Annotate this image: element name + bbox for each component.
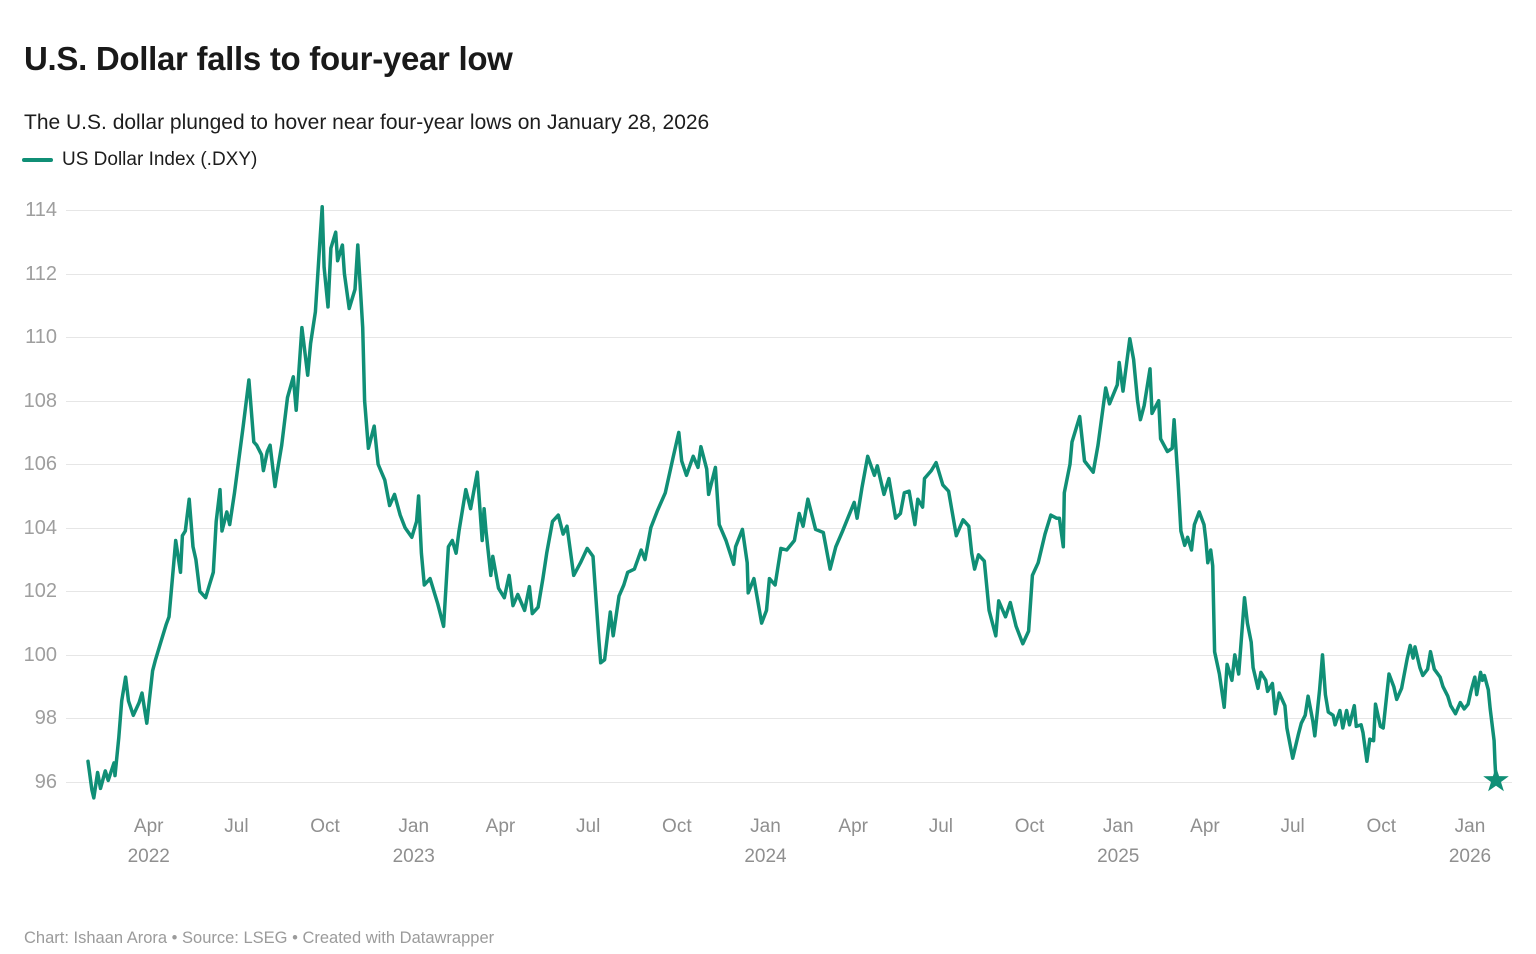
y-axis-tick-label: 100 (23, 643, 57, 666)
legend-line-swatch (22, 158, 53, 162)
x-axis-year-label: 2026 (1448, 846, 1492, 867)
x-axis-tick-label: Jul (1280, 816, 1305, 837)
x-axis-tick-label: Apr (133, 816, 164, 837)
x-axis-year-label: 2025 (1097, 846, 1140, 867)
x-axis-tick-label: Oct (1366, 816, 1397, 837)
chart-subtitle: The U.S. dollar plunged to hover near fo… (24, 111, 710, 134)
y-axis-tick-label: 106 (23, 453, 57, 476)
x-axis-tick-label: Jan (1102, 816, 1134, 837)
y-axis-tick-label: 102 (23, 580, 57, 603)
x-axis-year-label: 2023 (392, 846, 435, 867)
y-axis-tick-label: 110 (25, 326, 57, 349)
dxy-line (86, 205, 1498, 800)
x-axis-tick-label: Jan (750, 816, 781, 837)
page-title: U.S. Dollar falls to four-year low (24, 40, 513, 78)
legend-series-label: US Dollar Index (.DXY) (62, 149, 258, 170)
y-axis-tick-label: 114 (25, 199, 57, 221)
x-axis-tick-label: Jan (398, 816, 430, 837)
legend: US Dollar Index (.DXY) (22, 148, 257, 172)
y-axis-tick-label: 98 (34, 707, 57, 730)
x-axis-tick-label: Apr (838, 816, 868, 837)
x-axis-tick-label: Jul (224, 816, 249, 837)
y-axis-tick-label: 112 (25, 262, 57, 285)
x-axis-tick-label: Jul (928, 816, 954, 837)
x-axis-tick-label: Oct (310, 816, 340, 837)
y-axis-tick-label: 108 (23, 389, 57, 412)
x-axis-tick-label: Apr (1190, 816, 1220, 837)
end-star-marker (1483, 766, 1509, 792)
x-axis-year-label: 2022 (127, 846, 170, 867)
attribution-footer: Chart: Ishaan Arora • Source: LSEG • Cre… (24, 928, 495, 947)
x-axis-tick-label: Jul (576, 816, 601, 837)
x-axis-tick-label: Oct (662, 816, 692, 837)
y-axis-tick-label: 104 (23, 516, 57, 539)
x-axis-tick-label: Jan (1454, 816, 1486, 837)
y-axis-tick-label: 96 (34, 771, 57, 793)
x-axis-year-label: 2024 (744, 846, 787, 867)
x-axis-tick-label: Oct (1014, 816, 1045, 837)
x-axis-tick-label: Apr (485, 816, 516, 837)
